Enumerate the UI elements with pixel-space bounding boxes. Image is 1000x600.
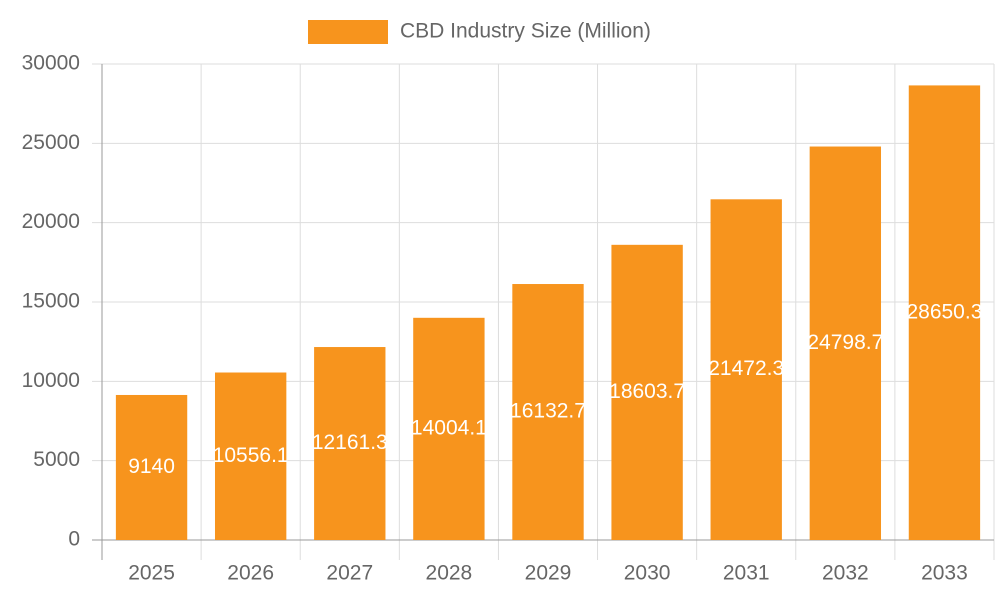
bar [115, 394, 188, 540]
value-label: 10556.1 [213, 444, 289, 467]
legend-label: CBD Industry Size (Million) [400, 20, 651, 43]
bar [809, 146, 882, 541]
bar [512, 284, 584, 540]
value-label: 16132.7 [510, 400, 586, 423]
value-label: 18603.7 [609, 380, 685, 403]
y-tick-label: 0 [68, 528, 80, 551]
value-label: 21472.3 [708, 357, 784, 380]
y-tick-label: 10000 [22, 369, 80, 392]
y-tick-label: 25000 [22, 131, 80, 154]
y-tick-label: 20000 [22, 210, 80, 233]
x-tick-label: 2033 [921, 562, 968, 585]
x-tick-label: 2030 [624, 562, 671, 585]
value-label: 28650.3 [906, 300, 982, 323]
x-tick-label: 2027 [326, 562, 373, 585]
x-tick-label: 2028 [426, 562, 473, 585]
bar [908, 85, 981, 541]
y-tick-label: 30000 [22, 52, 80, 75]
value-label: 24798.7 [807, 331, 883, 354]
x-tick-label: 2029 [525, 562, 572, 585]
y-tick-label: 5000 [33, 448, 80, 471]
value-label: 9140 [128, 455, 175, 478]
x-tick-label: 2026 [227, 562, 274, 585]
legend-swatch [308, 20, 388, 44]
value-label: 12161.3 [312, 431, 388, 454]
bar [710, 199, 782, 541]
bar [214, 372, 287, 540]
x-tick-label: 2025 [128, 562, 175, 585]
y-tick-label: 15000 [22, 290, 80, 313]
x-tick-label: 2031 [723, 562, 770, 585]
bar [611, 244, 683, 540]
bar [314, 347, 386, 540]
x-tick-label: 2032 [822, 562, 869, 585]
bar [413, 317, 485, 540]
value-label: 14004.1 [411, 416, 487, 439]
